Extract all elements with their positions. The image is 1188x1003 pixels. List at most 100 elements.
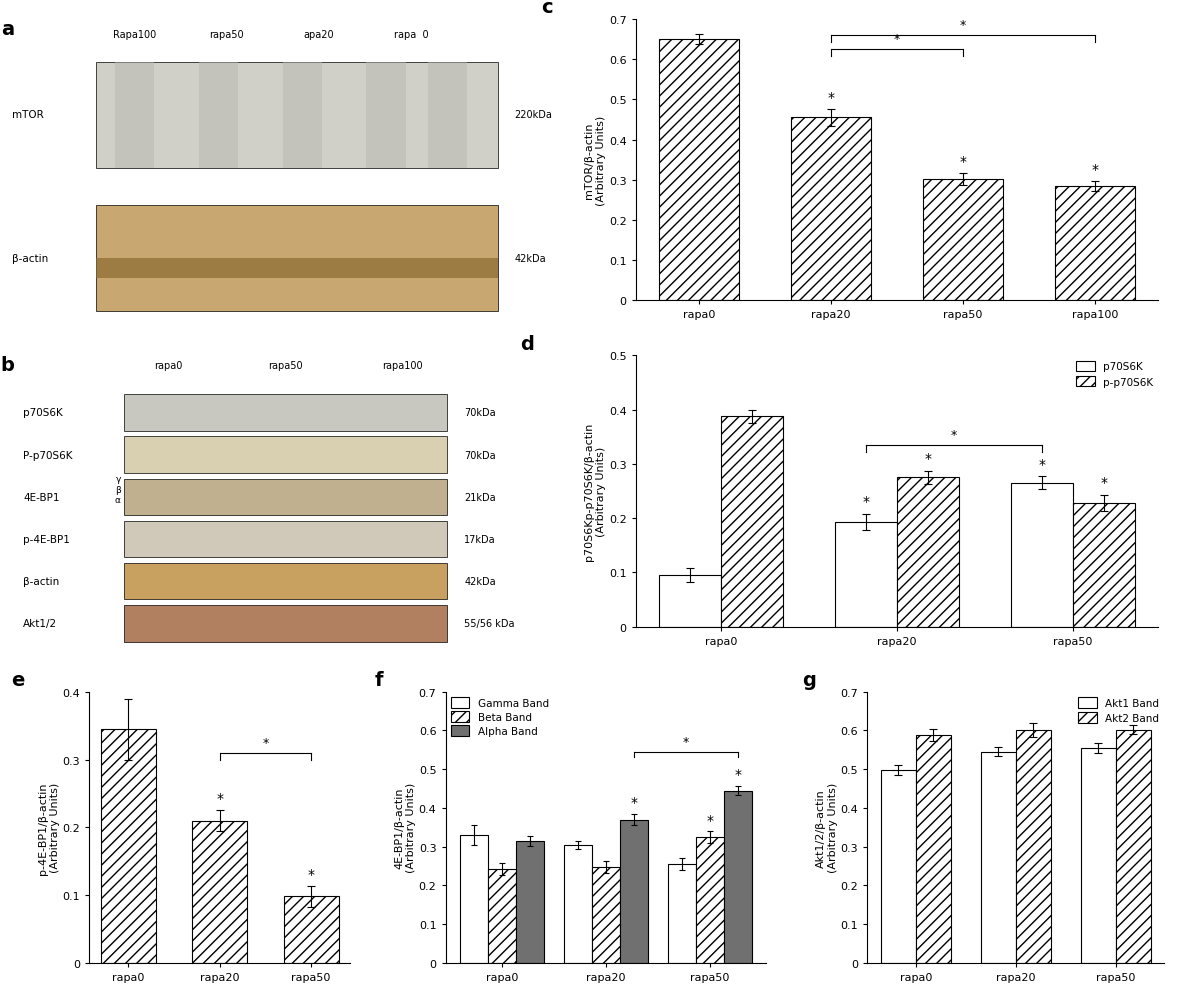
Text: d: d — [520, 334, 535, 353]
Text: *: * — [1100, 475, 1107, 489]
Bar — [95, 63, 498, 169]
Bar — [835, 523, 897, 627]
Text: *: * — [893, 33, 901, 46]
Text: 42kDa: 42kDa — [514, 254, 546, 264]
Bar — [192, 820, 247, 963]
Y-axis label: mTOR/β-actin
(Arbitrary Units): mTOR/β-actin (Arbitrary Units) — [584, 115, 606, 206]
Bar — [1011, 483, 1073, 627]
Bar — [124, 564, 448, 600]
Bar — [880, 770, 916, 963]
Bar — [366, 63, 405, 169]
Text: rapa  0: rapa 0 — [393, 30, 429, 40]
Bar — [124, 395, 448, 431]
Text: e: e — [11, 670, 24, 689]
Text: f: f — [375, 670, 384, 689]
Text: *: * — [862, 494, 870, 509]
Legend: Akt1 Band, Akt2 Band: Akt1 Band, Akt2 Band — [1078, 697, 1159, 723]
Bar — [791, 118, 871, 301]
Y-axis label: 4E-BP1/β-actin
(Arbitrary Units): 4E-BP1/β-actin (Arbitrary Units) — [394, 782, 416, 873]
Text: rapa100: rapa100 — [383, 361, 423, 371]
Text: *: * — [631, 795, 638, 809]
Text: 70kDa: 70kDa — [465, 450, 495, 460]
Text: rapa50: rapa50 — [268, 361, 303, 371]
Text: *: * — [960, 19, 966, 32]
Legend: p70S6K, p-p70S6K: p70S6K, p-p70S6K — [1076, 361, 1154, 387]
Text: rapa50: rapa50 — [209, 30, 245, 40]
Text: *: * — [216, 791, 223, 805]
Legend: Gamma Band, Beta Band, Alpha Band: Gamma Band, Beta Band, Alpha Band — [450, 697, 549, 736]
Text: Rapa100: Rapa100 — [113, 30, 157, 40]
Text: 21kDa: 21kDa — [465, 492, 495, 503]
Bar — [723, 790, 752, 963]
Bar — [981, 752, 1016, 963]
Text: p70S6K: p70S6K — [23, 408, 63, 418]
Bar — [592, 867, 620, 963]
Text: *: * — [960, 154, 967, 169]
Text: *: * — [734, 767, 741, 781]
Bar — [1081, 748, 1116, 963]
Text: g: g — [802, 670, 816, 689]
Text: p-4E-BP1: p-4E-BP1 — [23, 535, 70, 545]
Bar — [516, 841, 544, 963]
Bar — [659, 40, 739, 301]
Bar — [916, 735, 950, 963]
Text: *: * — [263, 736, 268, 749]
Text: α: α — [115, 495, 121, 505]
Bar — [923, 180, 1003, 301]
Text: Akt1/2: Akt1/2 — [23, 619, 57, 629]
Bar — [659, 576, 721, 627]
Text: apa20: apa20 — [304, 30, 334, 40]
Text: 70kDa: 70kDa — [465, 408, 495, 418]
Text: β: β — [115, 485, 121, 494]
Bar — [124, 479, 448, 516]
Bar — [564, 845, 592, 963]
Bar — [95, 259, 498, 278]
Text: 55/56 kDa: 55/56 kDa — [465, 619, 514, 629]
Y-axis label: Akt1/2/β-actin
(Arbitrary Units): Akt1/2/β-actin (Arbitrary Units) — [816, 782, 838, 873]
Bar — [620, 819, 647, 963]
Bar — [696, 838, 723, 963]
Bar — [721, 416, 783, 627]
Text: c: c — [542, 0, 554, 17]
Text: *: * — [952, 428, 958, 441]
Bar — [668, 865, 696, 963]
Bar — [428, 63, 467, 169]
Text: mTOR: mTOR — [12, 109, 44, 119]
Text: *: * — [706, 812, 713, 826]
Bar — [115, 63, 154, 169]
Bar — [124, 437, 448, 473]
Text: a: a — [1, 20, 14, 39]
Y-axis label: p-4E-BP1/β-actin
(Arbitrary Units): p-4E-BP1/β-actin (Arbitrary Units) — [38, 781, 59, 874]
Text: P-p70S6K: P-p70S6K — [23, 450, 72, 460]
Bar — [124, 606, 448, 642]
Text: γ: γ — [115, 474, 121, 483]
Bar — [1016, 730, 1050, 963]
Bar — [460, 835, 488, 963]
Bar — [95, 206, 498, 311]
Text: β-actin: β-actin — [12, 254, 49, 264]
Text: β-actin: β-actin — [23, 577, 59, 587]
Bar — [284, 897, 339, 963]
Text: *: * — [1038, 457, 1045, 471]
Text: *: * — [683, 735, 689, 748]
Bar — [283, 63, 322, 169]
Bar — [488, 870, 516, 963]
Text: 42kDa: 42kDa — [465, 577, 495, 587]
Bar — [1055, 187, 1135, 301]
Bar — [1073, 504, 1135, 627]
Bar — [198, 63, 238, 169]
Text: rapa0: rapa0 — [154, 361, 183, 371]
Text: *: * — [827, 90, 834, 104]
Text: *: * — [924, 452, 931, 466]
Bar — [897, 477, 959, 627]
Bar — [101, 729, 156, 963]
Text: 17kDa: 17kDa — [465, 535, 495, 545]
Y-axis label: p70S6Kp-p70S6K/β-actin
(Arbitrary Units): p70S6Kp-p70S6K/β-actin (Arbitrary Units) — [584, 422, 606, 561]
Text: *: * — [1092, 162, 1099, 177]
Text: *: * — [308, 867, 315, 881]
Text: 220kDa: 220kDa — [514, 109, 552, 119]
Bar — [1116, 730, 1151, 963]
Text: 4E-BP1: 4E-BP1 — [23, 492, 59, 503]
Text: b: b — [1, 355, 14, 374]
Bar — [124, 522, 448, 558]
